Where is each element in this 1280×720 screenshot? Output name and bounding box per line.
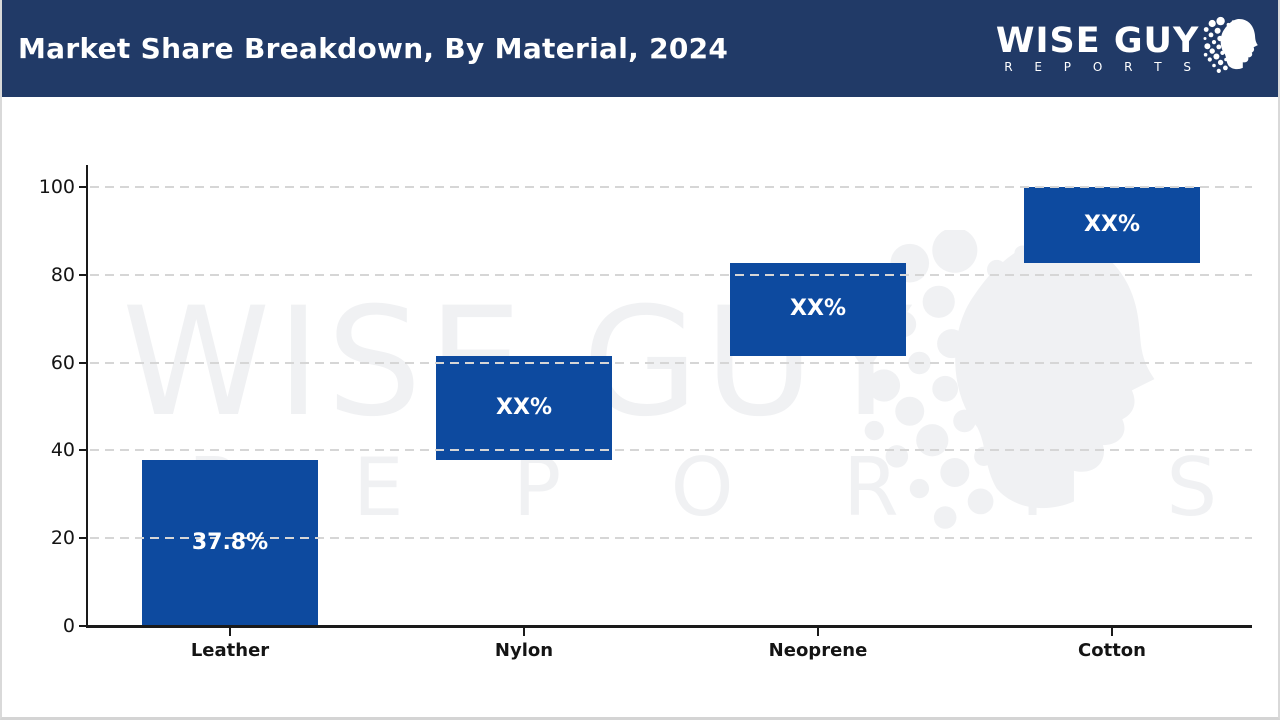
bar-value-label: XX% <box>1084 211 1140 237</box>
bar-leather <box>142 460 318 626</box>
gridline <box>90 186 1252 188</box>
y-axis-tick-label: 40 <box>50 439 75 462</box>
y-axis-line <box>86 165 88 628</box>
gridline <box>90 449 1252 452</box>
x-axis-category-label: Cotton <box>1078 640 1146 661</box>
y-axis-tick <box>79 449 87 452</box>
bar-value-label: 37.8% <box>191 530 269 556</box>
x-axis-tick <box>523 628 525 636</box>
bar-value-label: XX% <box>496 395 552 421</box>
header-bar: Market Share Breakdown, By Material, 202… <box>0 0 1280 97</box>
gridline <box>90 273 1252 276</box>
page-title: Market Share Breakdown, By Material, 202… <box>18 32 729 65</box>
y-axis-tick-label: 60 <box>50 351 75 374</box>
y-axis-tick-label: 80 <box>50 263 75 286</box>
x-axis-category-label: Leather <box>190 640 270 661</box>
logo-wise-guy-text: WISE GUY <box>995 20 1200 61</box>
x-axis-category-label: Neoprene <box>768 640 868 661</box>
logo-text-block: WISE GUY R E P O R T S <box>995 20 1200 75</box>
y-axis-tick-label: 0 <box>62 615 75 637</box>
y-axis-tick <box>79 537 87 540</box>
x-axis-line <box>86 625 1252 628</box>
logo-dot-head-icon <box>1203 16 1258 73</box>
y-axis-tick <box>79 625 87 627</box>
bar-nylon <box>436 356 612 461</box>
x-axis-tick <box>229 628 231 636</box>
y-axis-tick <box>79 361 87 364</box>
x-axis-tick <box>1111 628 1113 636</box>
x-axis-tick <box>817 628 819 636</box>
wise-guy-reports-logo: WISE GUY R E P O R T S <box>995 9 1262 89</box>
logo-reports-text: R E P O R T S <box>1004 60 1200 75</box>
y-axis-tick-label: 20 <box>50 527 75 550</box>
y-axis-tick <box>79 273 87 276</box>
bar-value-label: XX% <box>790 296 846 322</box>
gridline <box>90 361 1252 364</box>
bar-neoprene <box>730 262 906 356</box>
bar-cotton <box>1024 187 1200 263</box>
x-axis-category-label: Nylon <box>494 640 554 661</box>
gridline <box>90 537 1252 540</box>
y-axis-tick <box>79 186 87 188</box>
y-axis-tick-label: 100 <box>38 176 75 198</box>
